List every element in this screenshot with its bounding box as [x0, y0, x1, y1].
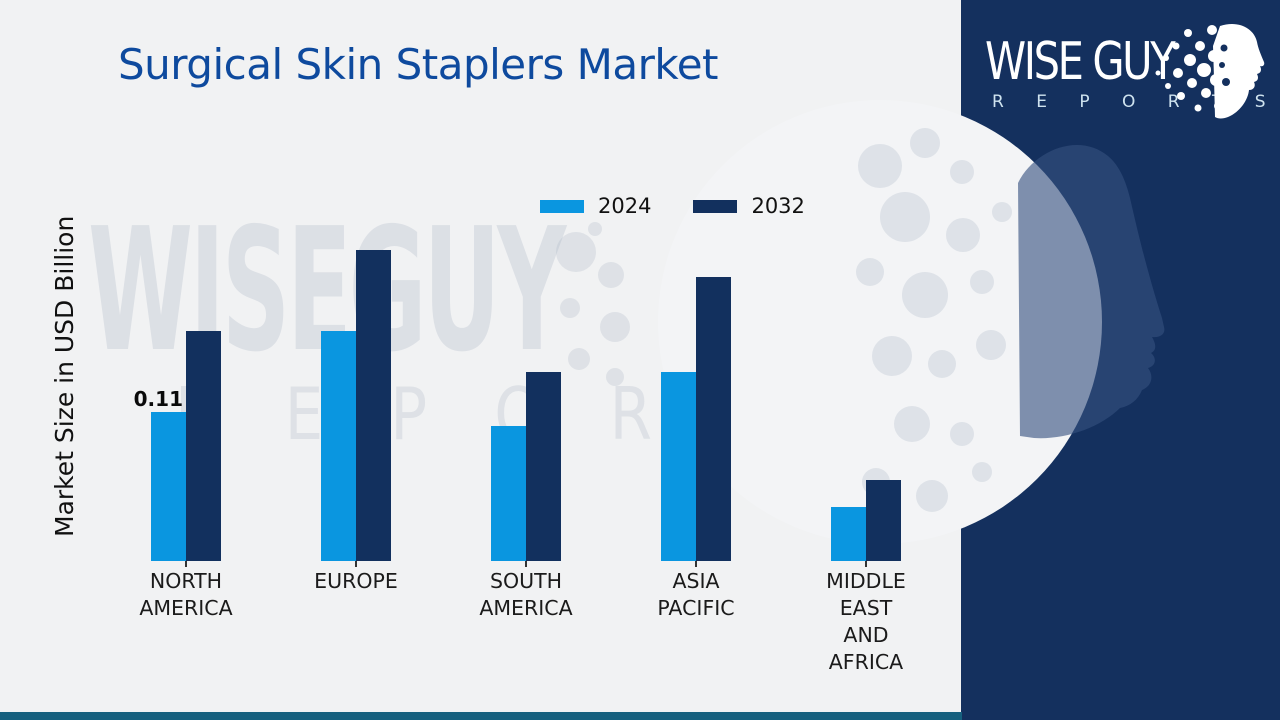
x-axis-tick [865, 561, 867, 567]
bar-2032-4 [866, 480, 901, 561]
bar-2032-0 [186, 331, 221, 561]
legend-item-2032: 2032 [693, 194, 805, 218]
bar-value-label: 0.11 [133, 387, 183, 411]
footer-accent-strip [0, 712, 962, 720]
legend-label: 2024 [598, 194, 652, 218]
x-axis-label: SOUTH AMERICA [479, 569, 573, 620]
watermark-dot [568, 348, 590, 370]
logo-wiseguy-text: WISE GUY [985, 32, 1176, 92]
bar-2032-2 [526, 372, 561, 561]
watermark-dot [598, 262, 624, 288]
x-axis-label: ASIA PACIFIC [657, 569, 735, 620]
watermark-dot [606, 368, 624, 386]
legend-item-2024: 2024 [540, 194, 651, 218]
watermark-dot [600, 312, 630, 342]
bar-2024-2 [491, 426, 526, 561]
legend-label: 2032 [751, 194, 805, 218]
legend-swatch-icon [540, 199, 584, 213]
x-axis-label: NORTH AMERICA [139, 569, 233, 620]
bar-2032-1 [356, 250, 391, 561]
watermark-dot [556, 232, 596, 272]
bar-2024-4 [831, 507, 866, 561]
watermark-dot [560, 298, 580, 318]
legend-swatch-icon [693, 199, 738, 213]
x-axis-tick [695, 561, 697, 567]
chart-title: Surgical Skin Staplers Market [118, 40, 719, 89]
x-axis-label: MIDDLE EAST AND AFRICA [826, 569, 906, 674]
dotted-head-icon [1155, 23, 1265, 119]
x-axis-label: EUROPE [314, 569, 398, 593]
x-axis-tick [185, 561, 187, 567]
bar-2024-0 [151, 412, 186, 561]
bar-2024-3 [661, 372, 696, 561]
face-profile-icon [1018, 144, 1165, 439]
watermark-dot [588, 222, 602, 236]
bar-2032-3 [696, 277, 731, 561]
chart-legend: 2024 2032 [540, 194, 805, 218]
x-axis-tick [355, 561, 357, 567]
bar-2024-1 [321, 331, 356, 561]
x-axis-tick [525, 561, 527, 567]
